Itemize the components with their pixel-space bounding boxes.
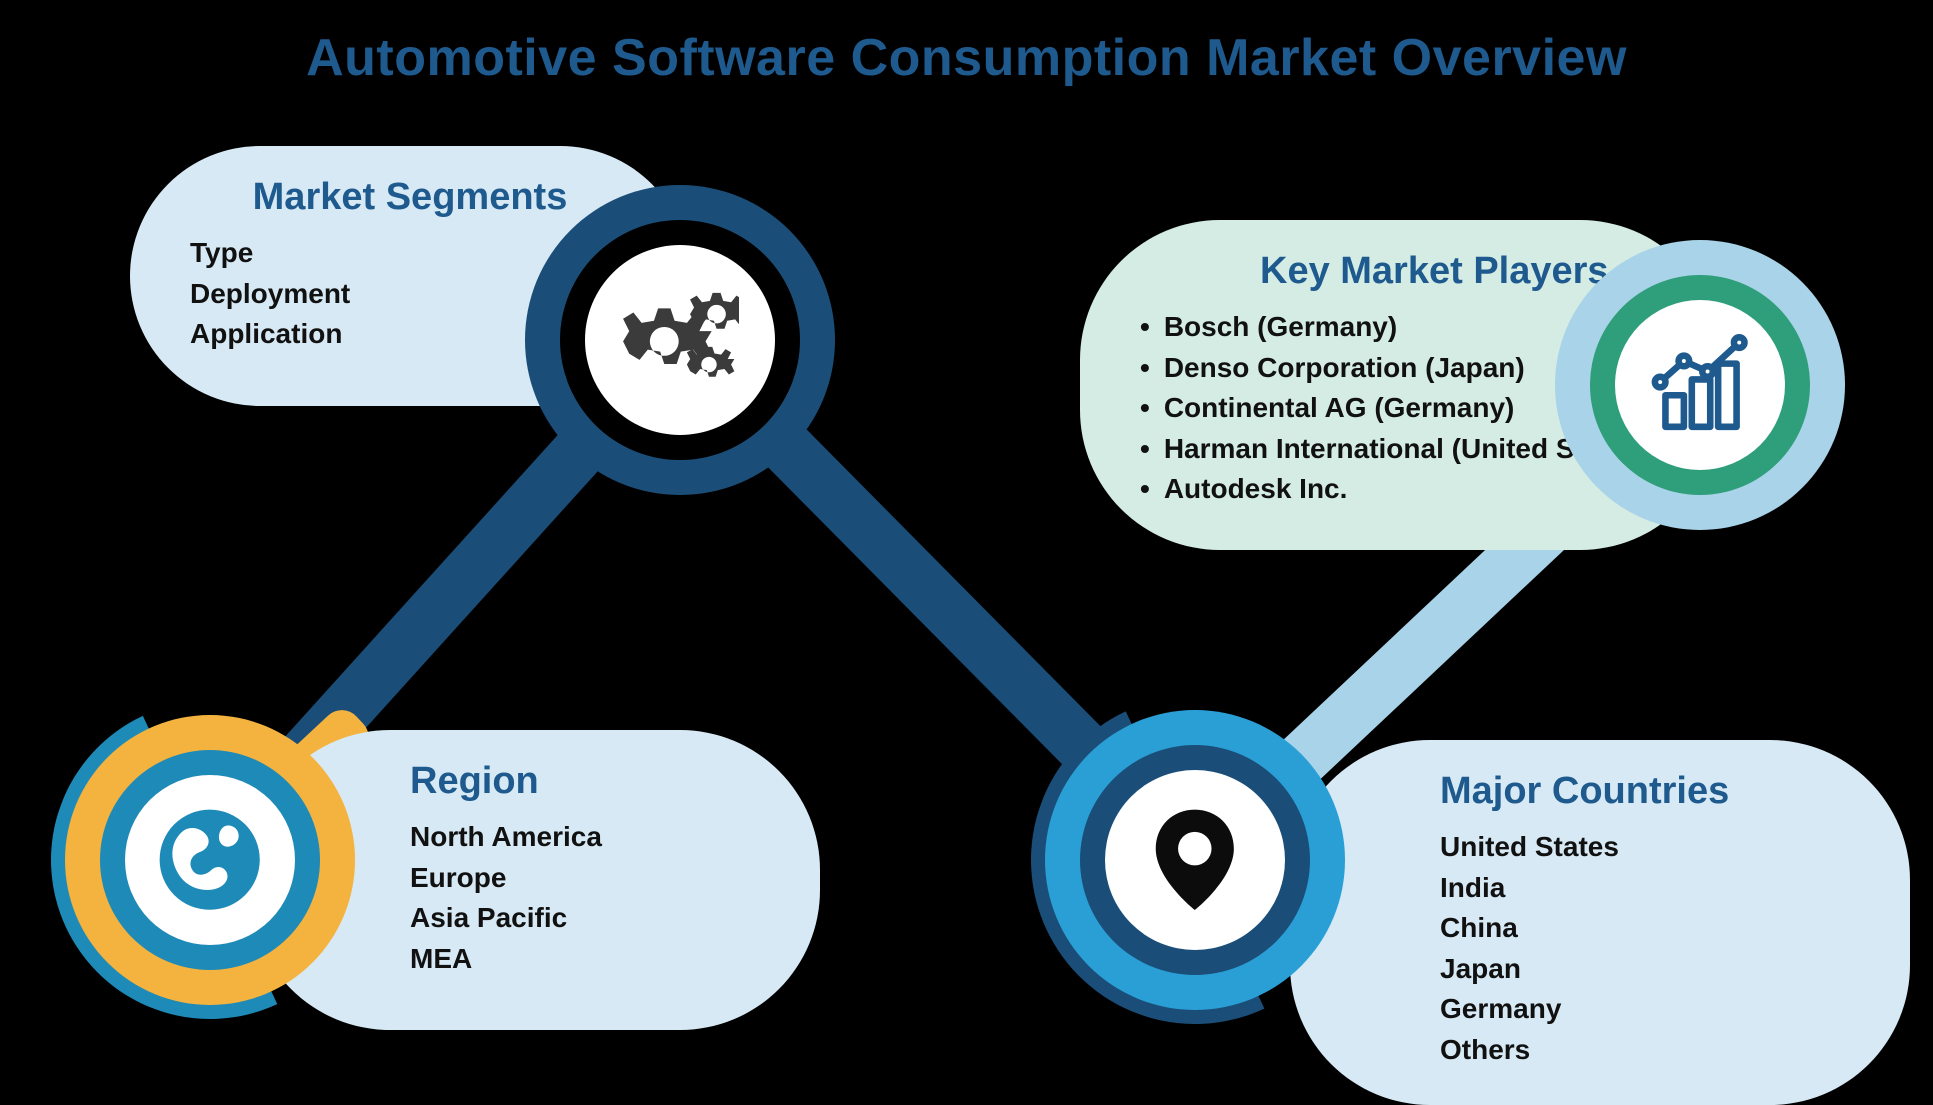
- list-item: Autodesk Inc.: [1140, 469, 1660, 510]
- card-title: Major Countries: [1440, 770, 1850, 813]
- pin-icon: [1139, 804, 1251, 916]
- region-list: North AmericaEuropeAsia PacificMEA: [410, 817, 760, 979]
- card-title: Key Market Players: [1140, 250, 1660, 293]
- gears-icon: [621, 281, 739, 399]
- globe-icon: [157, 807, 262, 912]
- node-players: [1555, 240, 1845, 530]
- list-item: Japan: [1440, 949, 1850, 990]
- list-item: United States: [1440, 827, 1850, 868]
- list-item: China: [1440, 908, 1850, 949]
- card-title: Market Segments: [190, 176, 630, 219]
- card-major-countries: Major Countries United StatesIndiaChinaJ…: [1290, 740, 1910, 1105]
- list-item: Asia Pacific: [410, 898, 760, 939]
- list-item: India: [1440, 868, 1850, 909]
- diagram-stage: Market Segments TypeDeploymentApplicatio…: [0, 0, 1933, 1091]
- card-title: Region: [410, 760, 760, 803]
- node-segments: [525, 185, 835, 495]
- countries-list: United StatesIndiaChinaJapanGermanyOther…: [1440, 827, 1850, 1071]
- list-item: Germany: [1440, 989, 1850, 1030]
- list-item: Europe: [410, 858, 760, 899]
- list-item: North America: [410, 817, 760, 858]
- list-item: MEA: [410, 939, 760, 980]
- chart-icon: [1647, 332, 1752, 437]
- node-countries: [1045, 710, 1345, 1010]
- node-region: [65, 715, 355, 1005]
- list-item: Others: [1440, 1030, 1850, 1071]
